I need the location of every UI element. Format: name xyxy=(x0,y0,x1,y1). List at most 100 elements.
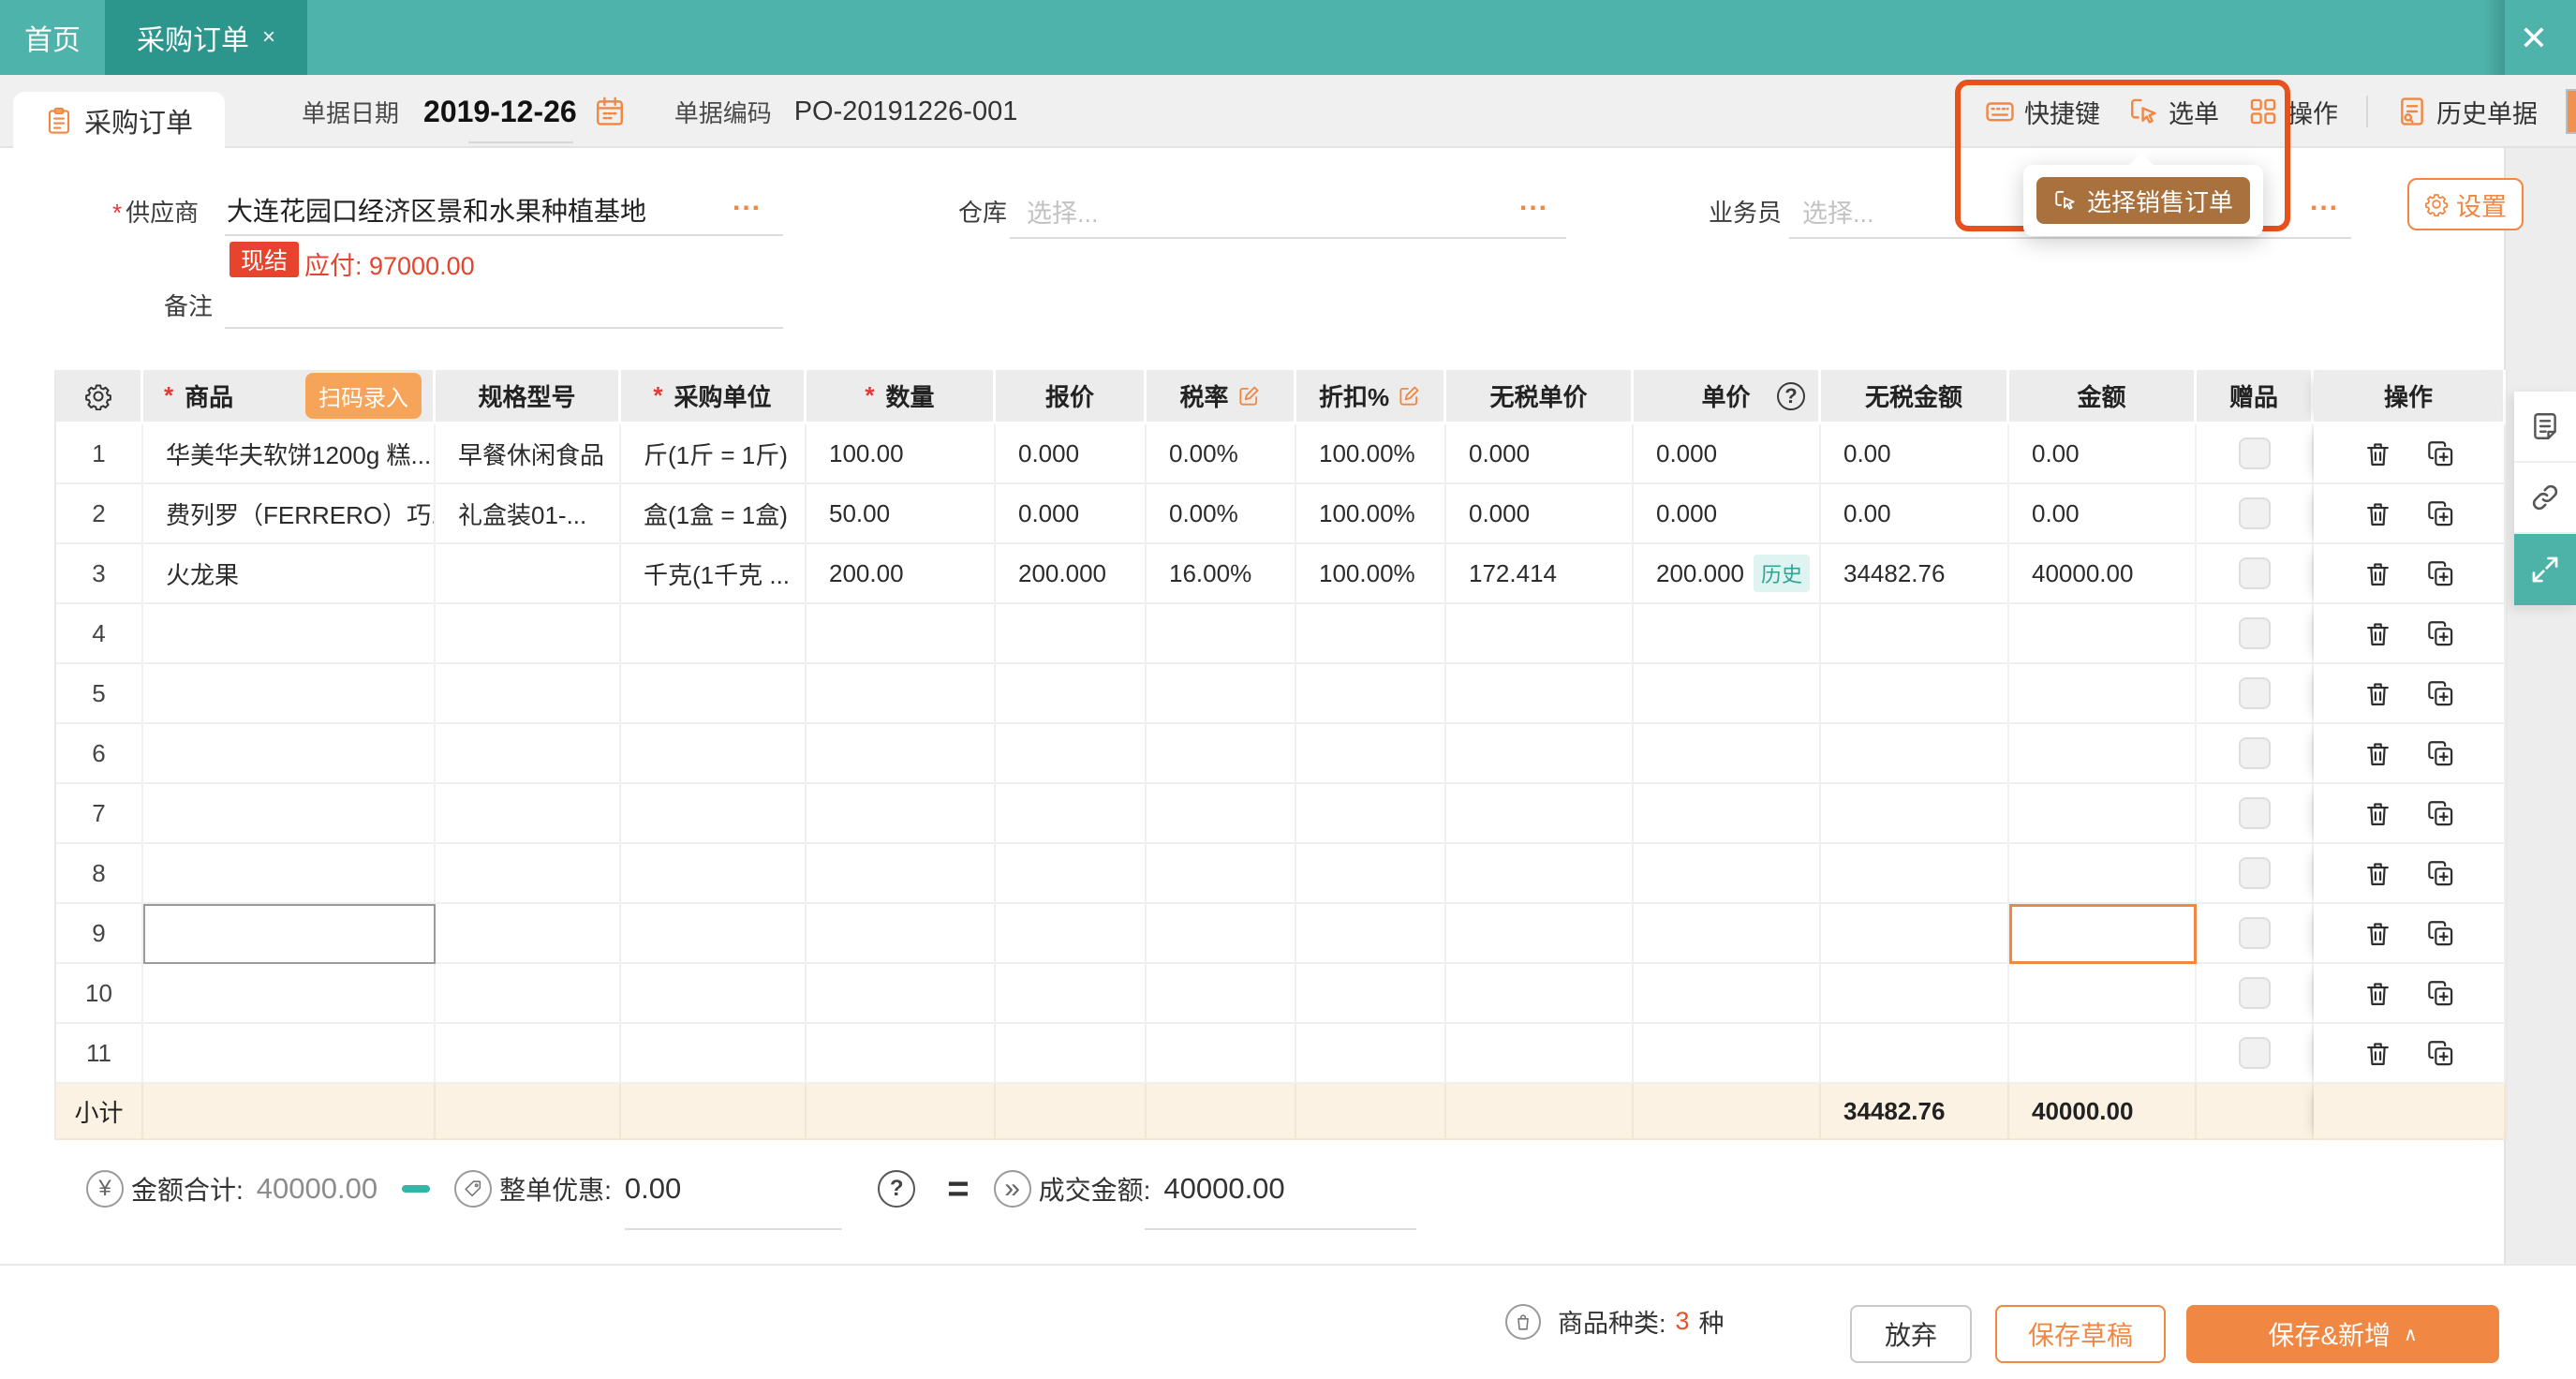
date-value[interactable]: 2019-12-26 xyxy=(423,94,577,128)
cell-unit-price[interactable] xyxy=(1634,844,1821,904)
cell-spec[interactable]: 早餐休闲食品 xyxy=(436,424,621,484)
delete-row-icon[interactable] xyxy=(2363,859,2392,888)
cell-unit-price[interactable] xyxy=(1634,904,1821,964)
cell-quote[interactable] xyxy=(996,724,1147,784)
salesman-picker-ellipsis[interactable]: ... xyxy=(2310,185,2340,216)
gift-checkbox[interactable] xyxy=(2238,617,2271,649)
cell-discount[interactable]: 100.00% xyxy=(1296,424,1446,484)
cell-taxfree-amount[interactable]: 0.00 xyxy=(1821,484,2009,544)
gift-checkbox[interactable] xyxy=(2238,437,2271,469)
cell-amount[interactable]: 0.00 xyxy=(2009,484,2197,544)
cell-product[interactable]: 火龙果 xyxy=(143,544,436,604)
cell-taxfree-amount[interactable] xyxy=(1821,964,2009,1024)
cell-quote[interactable] xyxy=(996,904,1147,964)
delete-row-icon[interactable] xyxy=(2363,619,2392,648)
cell-quote[interactable] xyxy=(996,1024,1147,1084)
cell-taxfree-amount[interactable] xyxy=(1821,664,2009,724)
cell-discount[interactable] xyxy=(1296,1024,1446,1084)
select-order-button[interactable]: 选单 xyxy=(2128,94,2219,130)
delete-row-icon[interactable] xyxy=(2363,739,2392,768)
cell-discount[interactable] xyxy=(1296,844,1446,904)
gift-checkbox[interactable] xyxy=(2238,1037,2271,1069)
cell-quote[interactable]: 200.000 xyxy=(996,544,1147,604)
tab-close-icon[interactable]: × xyxy=(261,24,275,50)
delete-row-icon[interactable] xyxy=(2363,439,2392,468)
cell-taxfree-amount[interactable]: 34482.76 xyxy=(1821,544,2009,604)
cell-tax-rate[interactable] xyxy=(1147,724,1296,784)
list-view-button[interactable] xyxy=(2568,91,2576,132)
gift-checkbox[interactable] xyxy=(2238,797,2271,829)
duplicate-row-icon[interactable] xyxy=(2426,979,2455,1008)
cell-product[interactable] xyxy=(143,904,436,964)
cell-qty[interactable] xyxy=(807,784,996,844)
cell-amount[interactable] xyxy=(2009,964,2197,1024)
cell-unit[interactable] xyxy=(621,904,807,964)
cell-spec[interactable] xyxy=(436,784,621,844)
cell-product[interactable]: 费列罗（FERRERO）巧... xyxy=(143,484,436,544)
cell-discount[interactable]: 100.00% xyxy=(1296,544,1446,604)
note-panel-button[interactable] xyxy=(2514,392,2576,463)
cell-spec[interactable] xyxy=(436,544,621,604)
duplicate-row-icon[interactable] xyxy=(2426,799,2455,828)
tab-home[interactable]: 首页 xyxy=(24,25,81,56)
duplicate-row-icon[interactable] xyxy=(2426,499,2455,528)
cell-product[interactable] xyxy=(143,964,436,1024)
gift-checkbox[interactable] xyxy=(2238,677,2271,709)
edit-icon[interactable] xyxy=(1397,384,1421,408)
cell-unit-price[interactable] xyxy=(1634,664,1821,724)
cell-taxfree-amount[interactable] xyxy=(1821,604,2009,664)
link-panel-button[interactable] xyxy=(2514,463,2576,534)
cell-taxfree-price[interactable] xyxy=(1446,784,1634,844)
tab-purchase-order[interactable]: 采购订单 × xyxy=(105,0,307,75)
cell-product[interactable] xyxy=(143,724,436,784)
cell-quote[interactable] xyxy=(996,844,1147,904)
cell-amount[interactable] xyxy=(2009,1024,2197,1084)
cell-discount[interactable] xyxy=(1296,964,1446,1024)
cell-amount[interactable]: 40000.00 xyxy=(2009,544,2197,604)
close-icon[interactable]: ✕ xyxy=(2519,19,2549,57)
duplicate-row-icon[interactable] xyxy=(2426,919,2455,948)
final-amount-value[interactable]: 40000.00 xyxy=(1145,1172,1417,1230)
cell-amount[interactable] xyxy=(2009,604,2197,664)
supplier-value[interactable]: 大连花园口经济区景和水果种植基地 xyxy=(227,197,647,226)
cell-taxfree-price[interactable] xyxy=(1446,724,1634,784)
table-settings-icon[interactable] xyxy=(84,382,112,410)
duplicate-row-icon[interactable] xyxy=(2426,559,2455,588)
delete-row-icon[interactable] xyxy=(2363,799,2392,828)
duplicate-row-icon[interactable] xyxy=(2426,859,2455,888)
edit-icon[interactable] xyxy=(1236,384,1261,408)
cell-discount[interactable] xyxy=(1296,664,1446,724)
cell-spec[interactable] xyxy=(436,964,621,1024)
cell-product[interactable] xyxy=(143,664,436,724)
gift-checkbox[interactable] xyxy=(2238,557,2271,589)
delete-row-icon[interactable] xyxy=(2363,679,2392,708)
cell-taxfree-price[interactable] xyxy=(1446,604,1634,664)
cell-product[interactable] xyxy=(143,784,436,844)
cell-unit[interactable] xyxy=(621,1024,807,1084)
cell-amount[interactable] xyxy=(2009,904,2197,964)
cell-taxfree-price[interactable] xyxy=(1446,904,1634,964)
cell-taxfree-price[interactable]: 172.414 xyxy=(1446,544,1634,604)
cell-discount[interactable] xyxy=(1296,724,1446,784)
gift-checkbox[interactable] xyxy=(2238,917,2271,949)
cell-tax-rate[interactable] xyxy=(1147,844,1296,904)
cell-amount[interactable] xyxy=(2009,724,2197,784)
cell-taxfree-amount[interactable] xyxy=(1821,724,2009,784)
remark-input[interactable] xyxy=(227,281,751,324)
duplicate-row-icon[interactable] xyxy=(2426,439,2455,468)
gift-checkbox[interactable] xyxy=(2238,497,2271,529)
cell-taxfree-price[interactable] xyxy=(1446,964,1634,1024)
cell-unit[interactable] xyxy=(621,604,807,664)
cell-spec[interactable] xyxy=(436,1024,621,1084)
cell-unit[interactable] xyxy=(621,724,807,784)
fullscreen-button[interactable] xyxy=(2514,534,2576,605)
cell-unit-price[interactable] xyxy=(1634,604,1821,664)
delete-row-icon[interactable] xyxy=(2363,979,2392,1008)
cell-taxfree-price[interactable]: 0.000 xyxy=(1446,484,1634,544)
delete-row-icon[interactable] xyxy=(2363,919,2392,948)
help-icon[interactable]: ? xyxy=(878,1170,916,1208)
cell-unit[interactable] xyxy=(621,664,807,724)
cell-qty[interactable] xyxy=(807,604,996,664)
duplicate-row-icon[interactable] xyxy=(2426,739,2455,768)
cell-quote[interactable] xyxy=(996,604,1147,664)
